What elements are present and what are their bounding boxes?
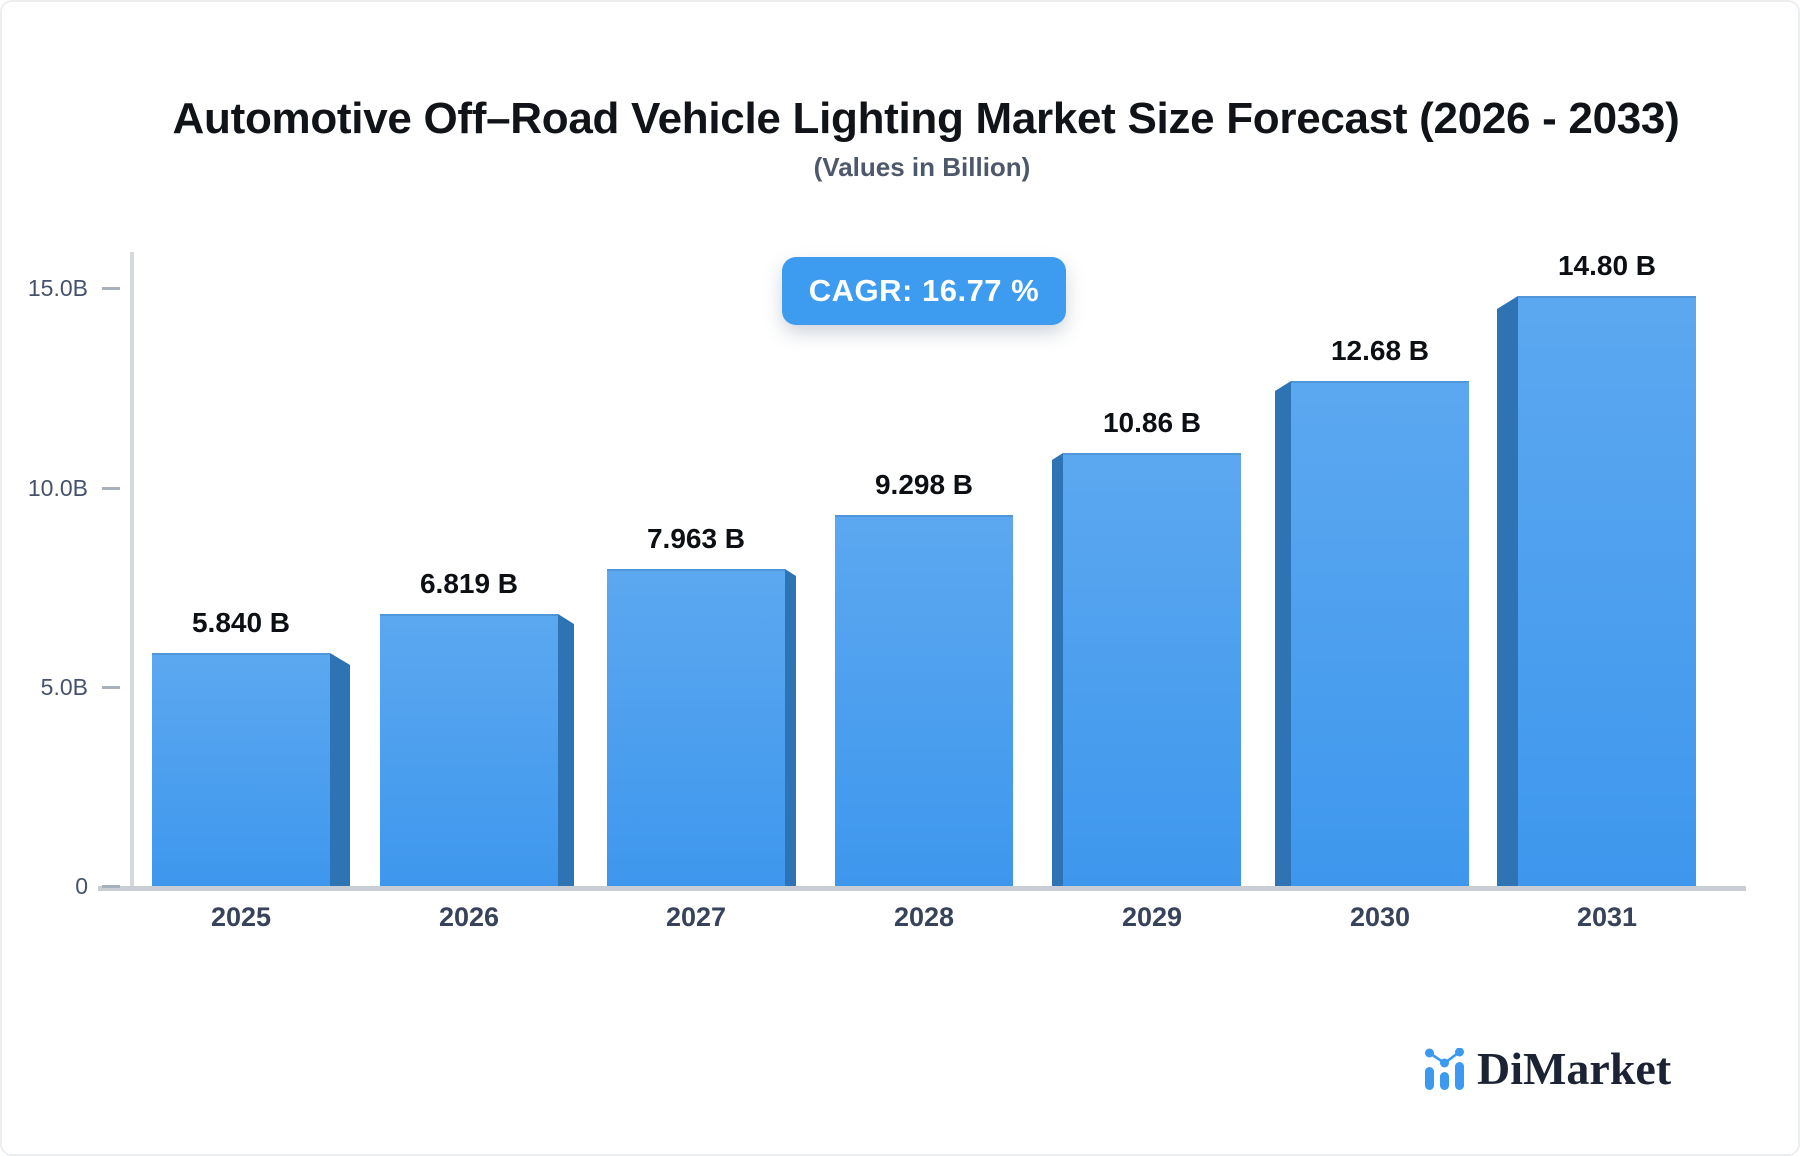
chart-subtitle: (Values in Billion) [813,152,1031,182]
y-axis-tick [102,486,120,490]
x-axis-line [98,886,1746,891]
bar-side-face [1052,453,1063,886]
x-axis-label: 2028 [893,902,955,932]
x-axis-label: 2026 [438,902,500,932]
x-axis-label: 2029 [1121,902,1183,932]
bar-value-label: 5.840 B [191,607,291,638]
bar-2026 [380,614,558,886]
y-axis-tick [102,287,120,291]
logo-text: DiMarket [1477,1043,1672,1094]
y-axis-tick [102,685,120,689]
bar-2029 [1063,453,1241,886]
bar-side-face [330,653,350,886]
bar-side-face [1497,296,1518,886]
bar-side-face [785,569,796,886]
y-axis-tick [102,885,120,888]
x-axis-label: 2025 [210,902,272,932]
bar-2025 [152,653,330,886]
y-axis-line [130,252,134,890]
x-axis-label: 2027 [665,902,727,932]
bar-value-label: 10.86 B [1102,407,1202,438]
bar-line-chart-icon [1425,1047,1464,1090]
bar-value-label: 12.68 B [1330,335,1430,366]
x-axis-label: 2031 [1576,902,1638,932]
bar-value-label: 7.963 B [646,523,746,554]
cagr-badge: CAGR: 16.77 % [782,257,1066,325]
chart-title: Automotive Off–Road Vehicle Lighting Mar… [172,94,1680,143]
bar-2028 [835,515,1013,886]
bar-side-face [558,614,574,886]
bar-2031 [1518,296,1696,886]
dimarket-logo: DiMarket [1424,1042,1671,1095]
y-axis-tick-label: 10.0B [27,474,88,501]
y-axis-tick-label: 5.0B [40,673,88,700]
bar-2027 [607,569,785,886]
bar-value-label: 6.819 B [419,568,519,599]
bar-value-label: 9.298 B [874,469,974,500]
bar-side-face [1275,381,1291,886]
x-axis-label: 2030 [1349,902,1411,932]
y-axis-tick-label: 0 [75,873,88,899]
y-axis-tick-label: 15.0B [27,275,88,302]
bar-2030 [1291,381,1469,886]
cagr-badge-label: CAGR: 16.77 % [808,273,1040,308]
bar-value-label: 14.80 B [1557,250,1657,281]
